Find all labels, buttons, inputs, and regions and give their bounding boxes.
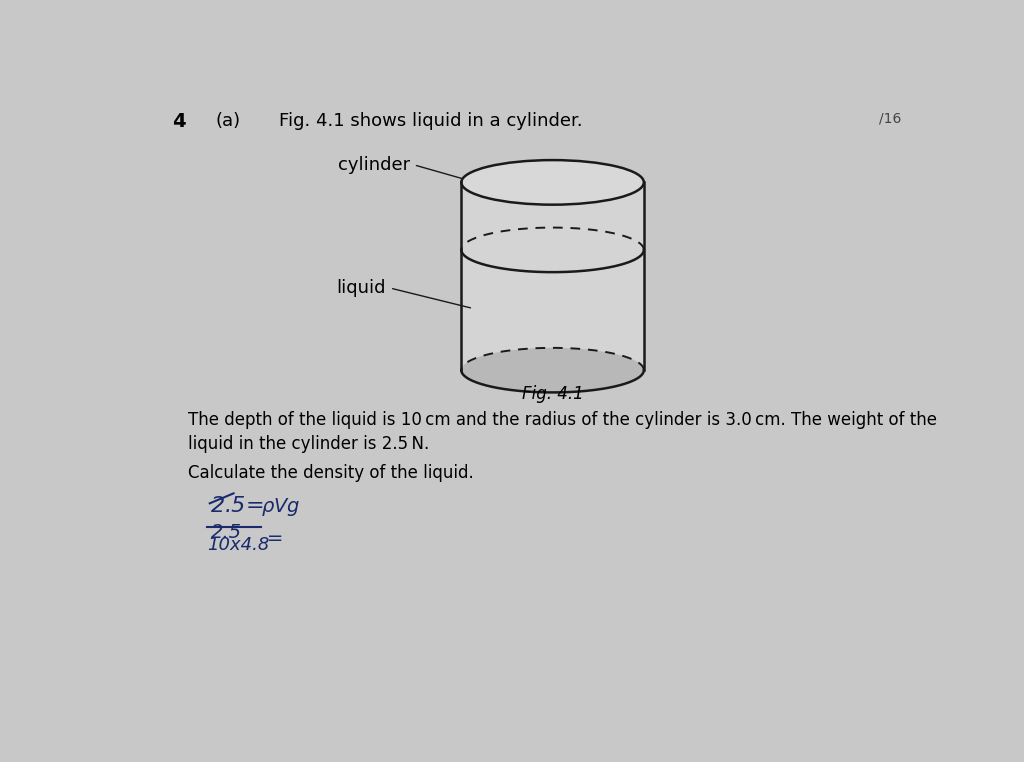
Text: cylinder: cylinder	[338, 155, 410, 174]
Text: /16: /16	[880, 112, 902, 126]
Text: Fig. 4.1 shows liquid in a cylinder.: Fig. 4.1 shows liquid in a cylinder.	[279, 112, 583, 130]
Text: Calculate the density of the liquid.: Calculate the density of the liquid.	[187, 464, 473, 482]
Text: =: =	[246, 496, 264, 517]
Ellipse shape	[461, 347, 644, 392]
Text: Fig. 4.1: Fig. 4.1	[521, 385, 584, 403]
Text: 10x4.8: 10x4.8	[207, 536, 269, 554]
Text: 4: 4	[172, 112, 185, 131]
Text: .5: .5	[225, 496, 246, 517]
Text: =: =	[267, 529, 284, 548]
Text: liquid: liquid	[337, 279, 386, 297]
Ellipse shape	[461, 160, 644, 205]
Text: The depth of the liquid is 10 cm and the radius of the cylinder is 3.0 cm. The w: The depth of the liquid is 10 cm and the…	[187, 411, 937, 429]
Text: 2.5: 2.5	[211, 523, 243, 542]
Text: 2: 2	[211, 496, 225, 517]
Polygon shape	[462, 182, 644, 370]
Text: liquid in the cylinder is 2.5 N.: liquid in the cylinder is 2.5 N.	[187, 434, 429, 453]
Text: (a): (a)	[215, 112, 241, 130]
Text: $\rho Vg$: $\rho Vg$	[261, 496, 301, 518]
